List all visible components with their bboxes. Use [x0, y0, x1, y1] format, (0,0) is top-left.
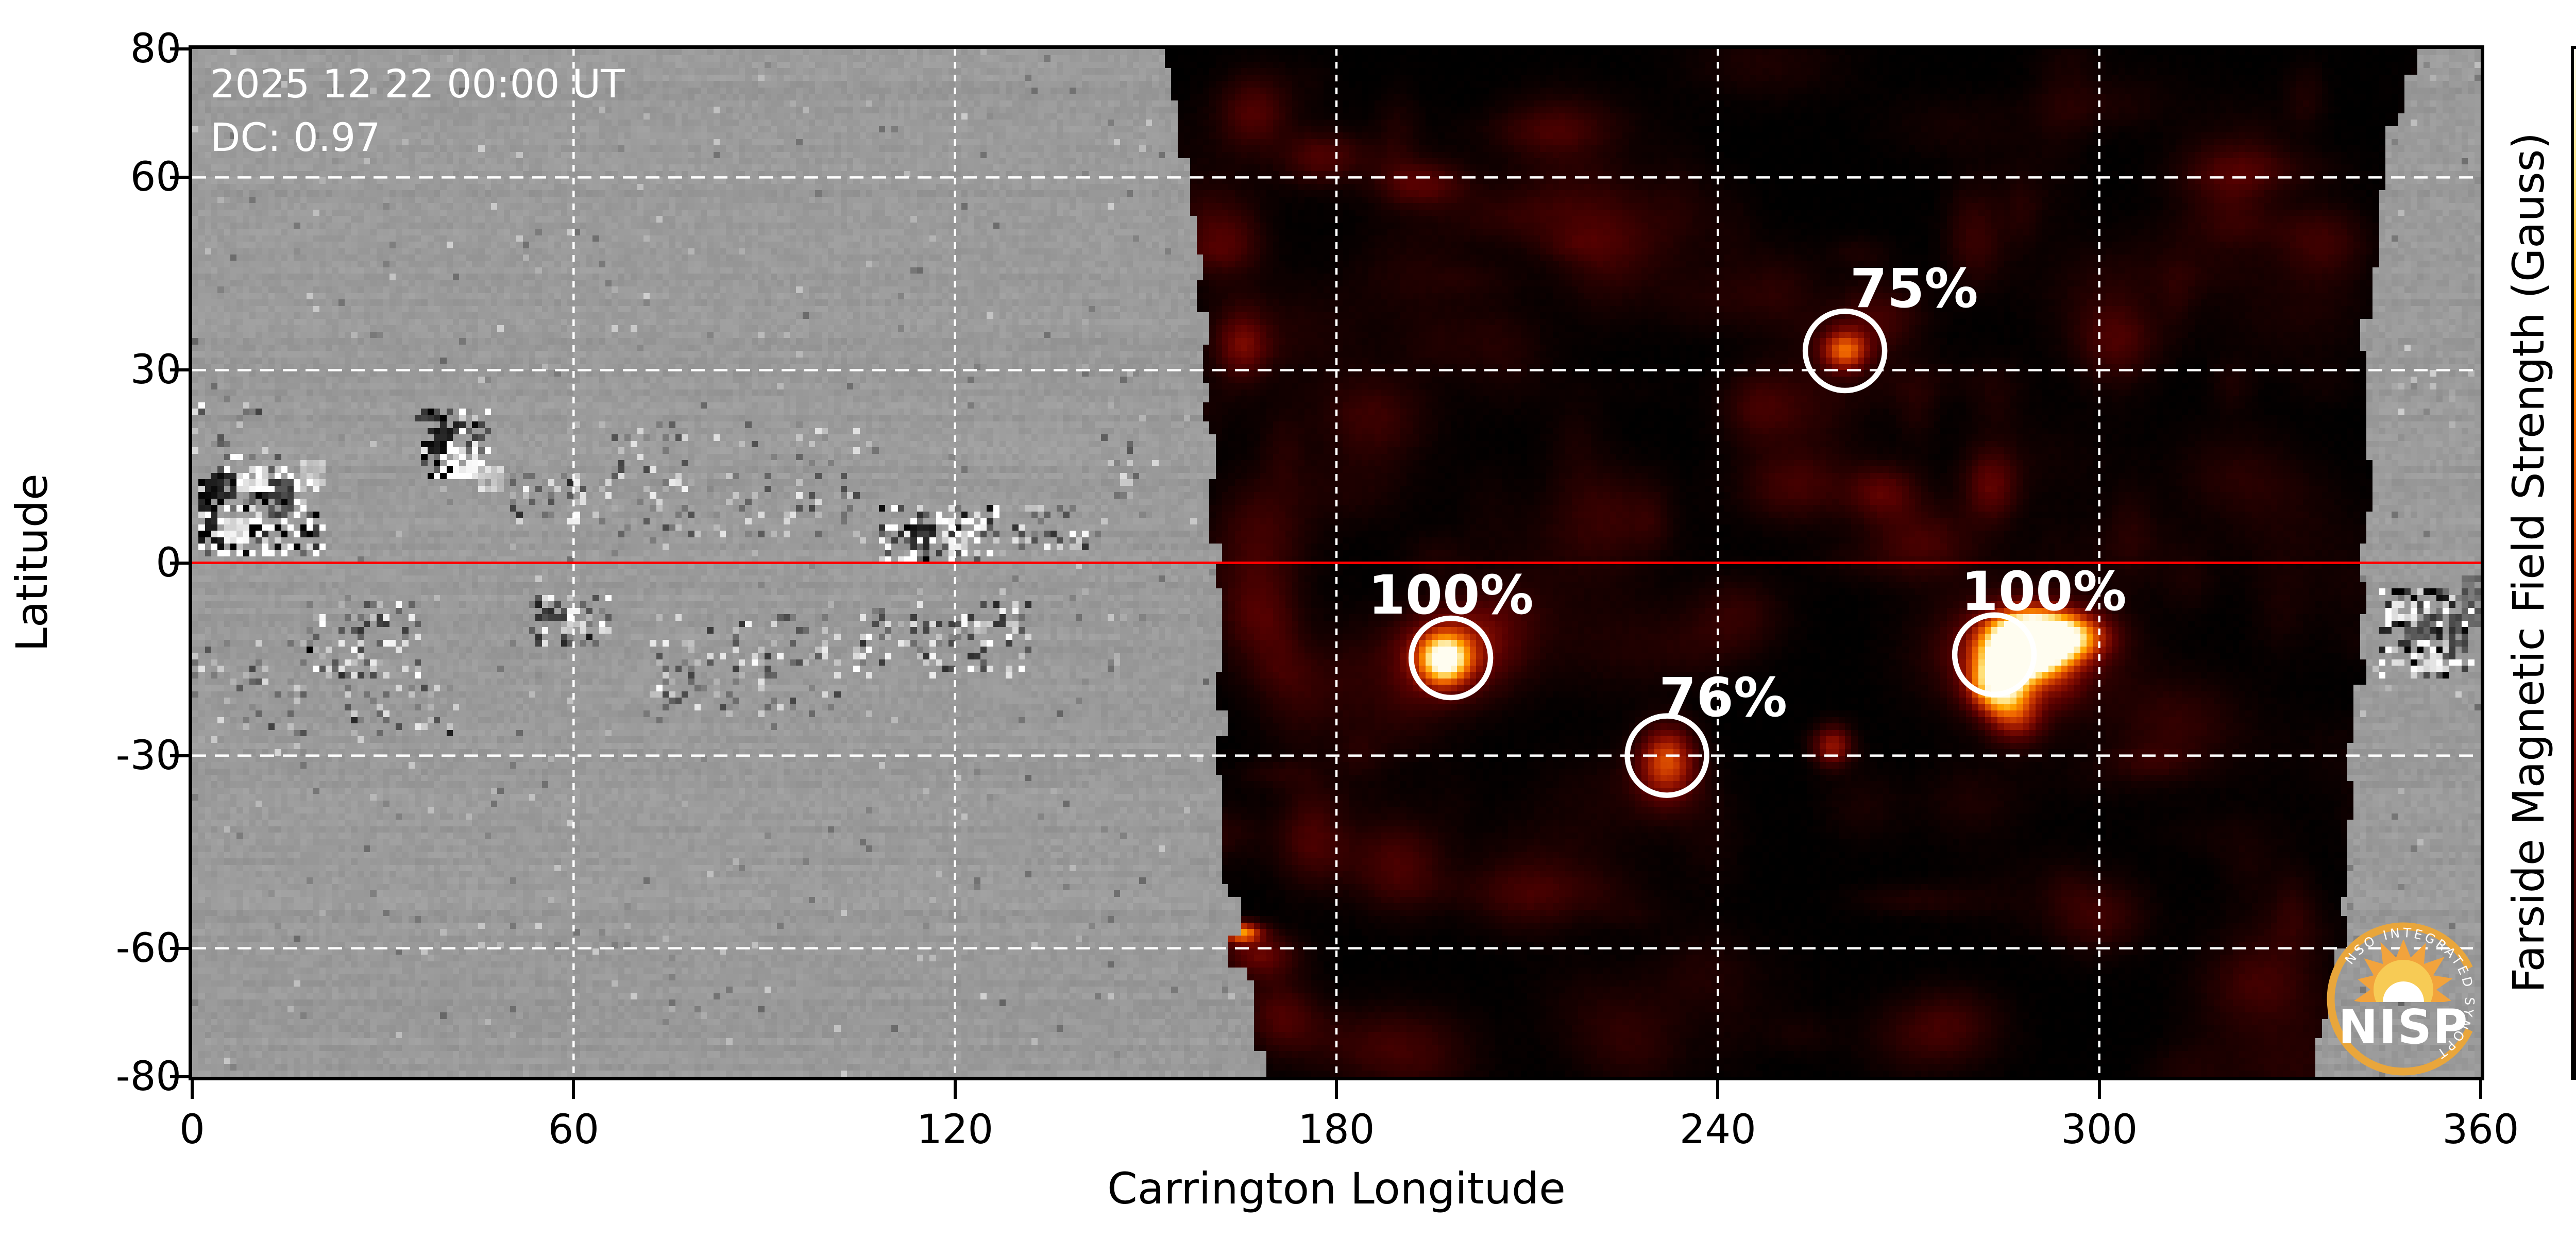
detection-probability-label: 100%	[1368, 564, 1534, 627]
detection-probability-label: 75%	[1850, 257, 1978, 320]
gridlines-annotations-overlay	[192, 49, 2481, 1077]
y-tick-mark	[170, 561, 189, 565]
logo-nisp-text: NISP	[2338, 999, 2469, 1055]
detection-circle-76%	[1624, 713, 1709, 798]
farside-colorbar-title: Farside Magnetic Field Strength (Gauss)	[2503, 132, 2554, 993]
map-datetime-text: 2025 12 22 00:00 UT	[210, 61, 625, 107]
nisp-logo: NISP NSO INTEGRATED SYNOPTIC PROGRAM	[2327, 922, 2480, 1076]
farside-colorbar	[2571, 46, 2576, 1080]
x-tick-label: 180	[1298, 1107, 1375, 1153]
y-tick-mark	[170, 1075, 189, 1078]
y-tick-label: 80	[130, 26, 181, 72]
x-tick-mark	[2097, 1080, 2101, 1099]
logo-sun-dome	[2383, 981, 2424, 1002]
x-tick-mark	[1716, 1080, 1720, 1099]
y-tick-label: 60	[130, 154, 181, 201]
detection-circle-100%	[1408, 615, 1494, 701]
detection-circle-100%	[1952, 612, 2037, 698]
y-tick-label: -60	[115, 925, 181, 972]
plot-border	[189, 45, 2484, 1080]
y-tick-label: 30	[130, 347, 181, 394]
y-tick-mark	[170, 176, 189, 179]
x-tick-mark	[1335, 1080, 1338, 1099]
x-tick-label: 300	[2061, 1107, 2138, 1153]
x-tick-mark	[953, 1080, 957, 1099]
detection-probability-label: 100%	[1961, 559, 2127, 623]
x-tick-mark	[191, 1080, 194, 1099]
y-tick-mark	[170, 368, 189, 372]
y-axis-label: Latitude	[7, 473, 57, 652]
map-dc-value-text: DC: 0.97	[210, 114, 381, 160]
detection-circle-75%	[1802, 308, 1888, 394]
x-tick-label: 0	[179, 1107, 205, 1153]
y-tick-mark	[170, 946, 189, 950]
logo-ring-arc	[2327, 922, 2480, 1076]
y-tick-label: -30	[115, 732, 181, 779]
x-tick-label: 120	[917, 1107, 994, 1153]
x-tick-label: 240	[1679, 1107, 1756, 1153]
y-tick-label: -80	[115, 1054, 181, 1100]
y-tick-label: 0	[156, 539, 181, 586]
x-tick-label: 60	[548, 1107, 599, 1153]
x-tick-label: 360	[2442, 1107, 2519, 1153]
y-tick-mark	[170, 47, 189, 50]
x-tick-mark	[572, 1080, 575, 1099]
x-axis-label: Carrington Longitude	[1107, 1163, 1566, 1214]
detection-probability-label: 76%	[1659, 666, 1788, 729]
x-tick-mark	[2479, 1080, 2482, 1099]
y-tick-mark	[170, 754, 189, 757]
